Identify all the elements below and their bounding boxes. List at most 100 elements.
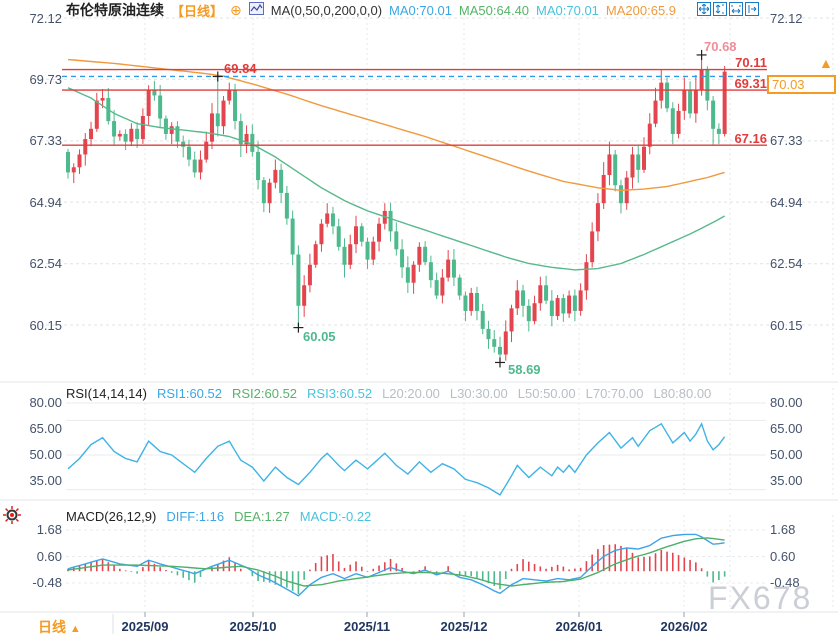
candle[interactable] <box>521 284 526 317</box>
pan-icon[interactable] <box>697 2 711 16</box>
candle[interactable] <box>607 141 612 186</box>
candle[interactable] <box>705 66 710 111</box>
candle[interactable] <box>567 290 572 318</box>
candle[interactable] <box>469 287 474 316</box>
candle[interactable] <box>261 177 266 213</box>
candle[interactable] <box>434 272 439 300</box>
candle[interactable] <box>711 96 716 146</box>
candle[interactable] <box>532 295 537 325</box>
candle[interactable] <box>538 276 543 311</box>
candle[interactable] <box>302 275 307 317</box>
candle[interactable] <box>480 303 485 335</box>
candle[interactable] <box>354 215 358 254</box>
candle[interactable] <box>135 122 140 148</box>
candle[interactable] <box>290 210 295 266</box>
price-alert-icon[interactable]: ▲ <box>819 55 833 71</box>
candle[interactable] <box>549 290 554 327</box>
candle[interactable] <box>457 274 462 300</box>
candle[interactable] <box>186 139 191 167</box>
candle[interactable] <box>572 289 577 322</box>
candle[interactable] <box>123 129 128 151</box>
candle[interactable] <box>273 159 278 189</box>
support-level-label[interactable]: 67.16 <box>734 131 767 146</box>
jump-to-latest-icon[interactable] <box>745 2 759 16</box>
candle[interactable] <box>486 320 491 349</box>
candle[interactable] <box>221 96 226 135</box>
candle[interactable] <box>71 163 76 184</box>
candle[interactable] <box>716 123 721 145</box>
candle[interactable] <box>313 240 318 268</box>
candle[interactable] <box>129 123 134 147</box>
candle[interactable] <box>446 250 451 282</box>
candle[interactable] <box>613 149 618 192</box>
candle[interactable] <box>371 236 376 265</box>
candle[interactable] <box>66 148 70 179</box>
alert-sun-icon[interactable] <box>2 505 22 530</box>
candle[interactable] <box>474 286 479 321</box>
candle[interactable] <box>463 291 468 322</box>
candle[interactable] <box>319 219 324 252</box>
candle[interactable] <box>492 330 497 353</box>
candle[interactable] <box>267 178 272 213</box>
candle[interactable] <box>146 85 151 126</box>
candle[interactable] <box>670 102 675 145</box>
period-tag[interactable]: 【日线】 <box>171 3 224 19</box>
candle[interactable] <box>140 108 145 144</box>
candle[interactable] <box>388 202 393 242</box>
candle[interactable] <box>204 131 209 163</box>
candle[interactable] <box>394 222 399 256</box>
candle[interactable] <box>233 83 238 130</box>
candle[interactable] <box>244 125 249 154</box>
candle[interactable] <box>595 193 600 242</box>
candle[interactable] <box>336 218 341 251</box>
candle[interactable] <box>307 253 312 293</box>
candle[interactable] <box>112 110 117 145</box>
candle[interactable] <box>653 87 658 128</box>
candle[interactable] <box>83 133 88 166</box>
candle[interactable] <box>676 103 681 139</box>
candle[interactable] <box>279 163 284 204</box>
resistance-level-label[interactable]: 70.11 <box>735 55 767 70</box>
candle[interactable] <box>561 294 566 322</box>
candle[interactable] <box>693 74 698 123</box>
candle[interactable] <box>325 203 330 228</box>
candle[interactable] <box>365 237 370 269</box>
candle[interactable] <box>509 304 514 343</box>
candle[interactable] <box>647 113 652 155</box>
candle[interactable] <box>377 217 382 252</box>
candle[interactable] <box>256 141 261 190</box>
candle[interactable] <box>688 81 693 119</box>
candlestick-series[interactable] <box>66 54 727 363</box>
candle[interactable] <box>428 255 433 288</box>
candle[interactable] <box>526 299 531 332</box>
candle[interactable] <box>89 121 94 147</box>
candle[interactable] <box>642 137 646 173</box>
candle[interactable] <box>348 234 353 270</box>
candle[interactable] <box>423 241 428 266</box>
candle[interactable] <box>411 261 416 294</box>
candle[interactable] <box>117 130 122 141</box>
candle[interactable] <box>284 185 289 225</box>
candle[interactable] <box>618 179 623 214</box>
candle[interactable] <box>682 77 687 120</box>
candle[interactable] <box>544 275 549 305</box>
candle[interactable] <box>555 295 560 321</box>
candle[interactable] <box>417 242 422 272</box>
candle[interactable] <box>106 87 111 125</box>
candle[interactable] <box>227 82 232 105</box>
candle[interactable] <box>238 113 243 158</box>
candle[interactable] <box>169 122 174 145</box>
candle[interactable] <box>590 222 595 268</box>
candle[interactable] <box>330 206 335 235</box>
candle[interactable] <box>175 121 180 148</box>
candle[interactable] <box>584 254 589 300</box>
resistance-level-label[interactable]: 69.31 <box>734 76 767 91</box>
candle[interactable] <box>515 280 520 315</box>
candle[interactable] <box>503 320 508 361</box>
candle[interactable] <box>400 239 405 278</box>
candle[interactable] <box>359 223 364 247</box>
candle[interactable] <box>451 249 456 287</box>
candle[interactable] <box>77 149 82 174</box>
candle[interactable] <box>215 76 220 137</box>
